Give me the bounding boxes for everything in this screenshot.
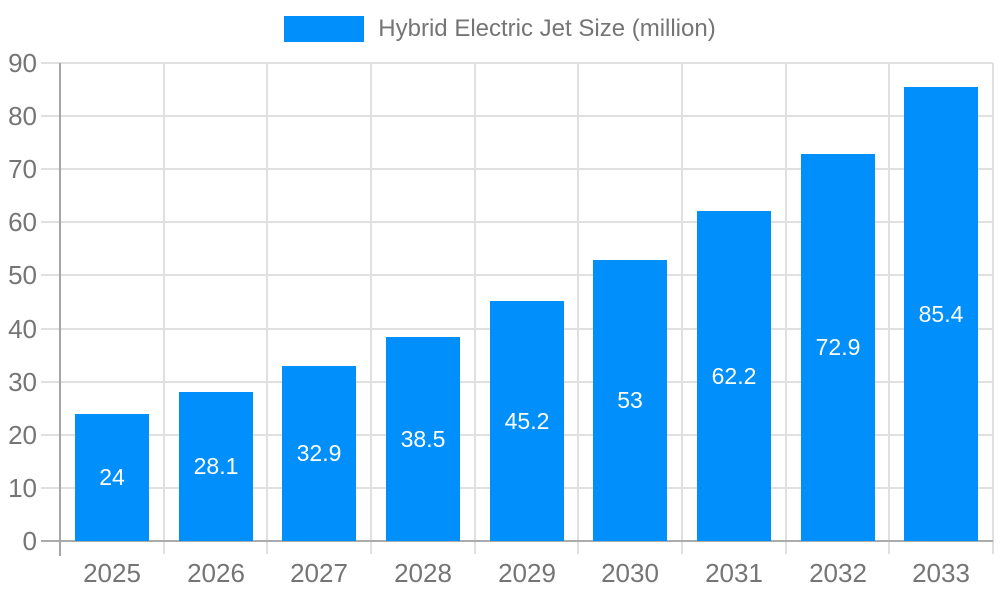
x-axis-label: 2028 xyxy=(394,558,452,588)
bar-2033[interactable]: 85.4 xyxy=(904,87,978,541)
v-gridline xyxy=(163,63,165,554)
y-axis-label: 10 xyxy=(8,473,37,503)
y-axis-label: 0 xyxy=(22,526,37,556)
bar-value-label: 45.2 xyxy=(504,407,550,434)
y-axis-label: 50 xyxy=(8,260,37,290)
h-gridline xyxy=(41,221,993,223)
bar-value-label: 62.2 xyxy=(711,362,757,389)
h-gridline xyxy=(41,168,993,170)
bar-value-label: 38.5 xyxy=(400,425,446,452)
v-gridline xyxy=(577,63,579,554)
bar-2027[interactable]: 32.9 xyxy=(282,366,356,541)
bar-value-label: 24 xyxy=(99,464,125,490)
y-axis-label: 90 xyxy=(8,48,37,78)
bar-2032[interactable]: 72.9 xyxy=(801,154,875,541)
bar-value-label: 85.4 xyxy=(918,300,964,327)
bar-2026[interactable]: 28.1 xyxy=(179,392,253,541)
x-axis-label: 2026 xyxy=(187,558,245,588)
v-gridline xyxy=(474,63,476,554)
bar-value-label: 72.9 xyxy=(815,334,861,360)
y-axis-label: 70 xyxy=(8,154,37,184)
h-gridline xyxy=(41,274,993,276)
bar-2028[interactable]: 38.5 xyxy=(386,337,460,541)
bar-2029[interactable]: 45.2 xyxy=(490,301,564,541)
bar-2030[interactable]: 53 xyxy=(593,260,667,541)
bar-value-label: 28.1 xyxy=(193,453,239,479)
x-axis-label: 2025 xyxy=(83,558,141,588)
x-axis-label: 2027 xyxy=(290,558,348,588)
x-axis-label: 2031 xyxy=(705,558,763,588)
x-axis-label: 2030 xyxy=(601,558,659,588)
legend[interactable]: Hybrid Electric Jet Size (million) xyxy=(0,16,1000,42)
x-axis-label: 2033 xyxy=(912,558,970,588)
v-gridline xyxy=(992,63,994,554)
y-axis-label: 60 xyxy=(8,207,37,237)
v-gridline xyxy=(888,63,890,554)
y-axis-line xyxy=(59,63,61,556)
bar-value-label: 53 xyxy=(617,387,643,413)
y-axis-label: 30 xyxy=(8,367,37,397)
bar-2025[interactable]: 24 xyxy=(75,414,149,541)
x-axis-baseline xyxy=(41,540,993,542)
v-gridline xyxy=(370,63,372,554)
v-gridline xyxy=(681,63,683,554)
x-axis-label: 2029 xyxy=(498,558,556,588)
bar-2031[interactable]: 62.2 xyxy=(697,211,771,541)
x-axis-label: 2032 xyxy=(809,558,867,588)
y-axis-label: 40 xyxy=(8,314,37,344)
bar-value-label: 32.9 xyxy=(296,440,342,466)
y-axis-label: 80 xyxy=(8,101,37,131)
v-gridline xyxy=(266,63,268,554)
h-gridline xyxy=(41,62,993,64)
legend-label[interactable]: Hybrid Electric Jet Size (million) xyxy=(378,15,716,42)
v-gridline xyxy=(785,63,787,554)
h-gridline xyxy=(41,115,993,117)
legend-swatch-icon[interactable] xyxy=(284,16,365,42)
y-axis-label: 20 xyxy=(8,420,37,450)
